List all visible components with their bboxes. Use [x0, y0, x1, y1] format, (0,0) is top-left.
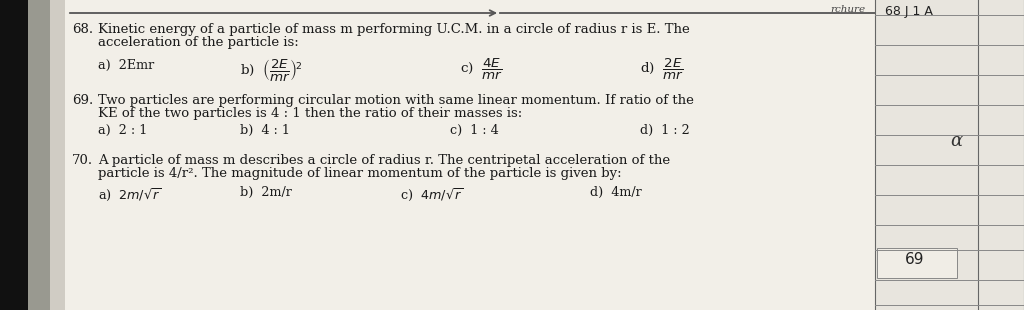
Text: c)  $\dfrac{4E}{mr}$: c) $\dfrac{4E}{mr}$: [460, 57, 503, 82]
Text: A particle of mass m describes a circle of radius r. The centripetal acceleratio: A particle of mass m describes a circle …: [98, 154, 670, 167]
Text: c)  $4m/\sqrt{r}$: c) $4m/\sqrt{r}$: [400, 186, 464, 203]
Text: α: α: [950, 132, 963, 150]
Text: b)  $\left(\dfrac{2E}{mr}\right)^{\!2}$: b) $\left(\dfrac{2E}{mr}\right)^{\!2}$: [240, 57, 302, 83]
Text: a)  $2m/\sqrt{r}$: a) $2m/\sqrt{r}$: [98, 186, 162, 203]
Text: b)  4 : 1: b) 4 : 1: [240, 124, 290, 137]
Text: 70.: 70.: [72, 154, 93, 167]
Text: particle is 4/r². The magnitude of linear momentum of the particle is given by:: particle is 4/r². The magnitude of linea…: [98, 167, 622, 180]
Text: d)  $\dfrac{2E}{mr}$: d) $\dfrac{2E}{mr}$: [640, 57, 684, 82]
Bar: [874, 0, 1024, 310]
Bar: [65, 0, 874, 310]
Text: c)  1 : 4: c) 1 : 4: [450, 124, 499, 137]
Text: 69.: 69.: [72, 94, 93, 107]
Text: a)  2 : 1: a) 2 : 1: [98, 124, 147, 137]
Text: KE of the two particles is 4 : 1 then the ratio of their masses is:: KE of the two particles is 4 : 1 then th…: [98, 107, 522, 120]
Text: acceleration of the particle is:: acceleration of the particle is:: [98, 36, 299, 49]
Text: a)  2Emr: a) 2Emr: [98, 59, 155, 72]
Text: 68.: 68.: [72, 23, 93, 36]
Text: b)  2m/r: b) 2m/r: [240, 186, 292, 199]
Text: 68 J 1 A: 68 J 1 A: [885, 5, 933, 18]
Text: 69: 69: [905, 253, 925, 268]
Text: Kinetic energy of a particle of mass m performing U.C.M. in a circle of radius r: Kinetic energy of a particle of mass m p…: [98, 23, 690, 36]
Bar: [28, 0, 50, 310]
Bar: [877, 248, 957, 278]
Text: d)  4m/r: d) 4m/r: [590, 186, 642, 199]
Text: Two particles are performing circular motion with same linear momentum. If ratio: Two particles are performing circular mo…: [98, 94, 694, 107]
Bar: [0, 0, 28, 310]
Text: rchure: rchure: [830, 5, 865, 14]
Text: d)  1 : 2: d) 1 : 2: [640, 124, 690, 137]
Bar: [50, 0, 65, 310]
